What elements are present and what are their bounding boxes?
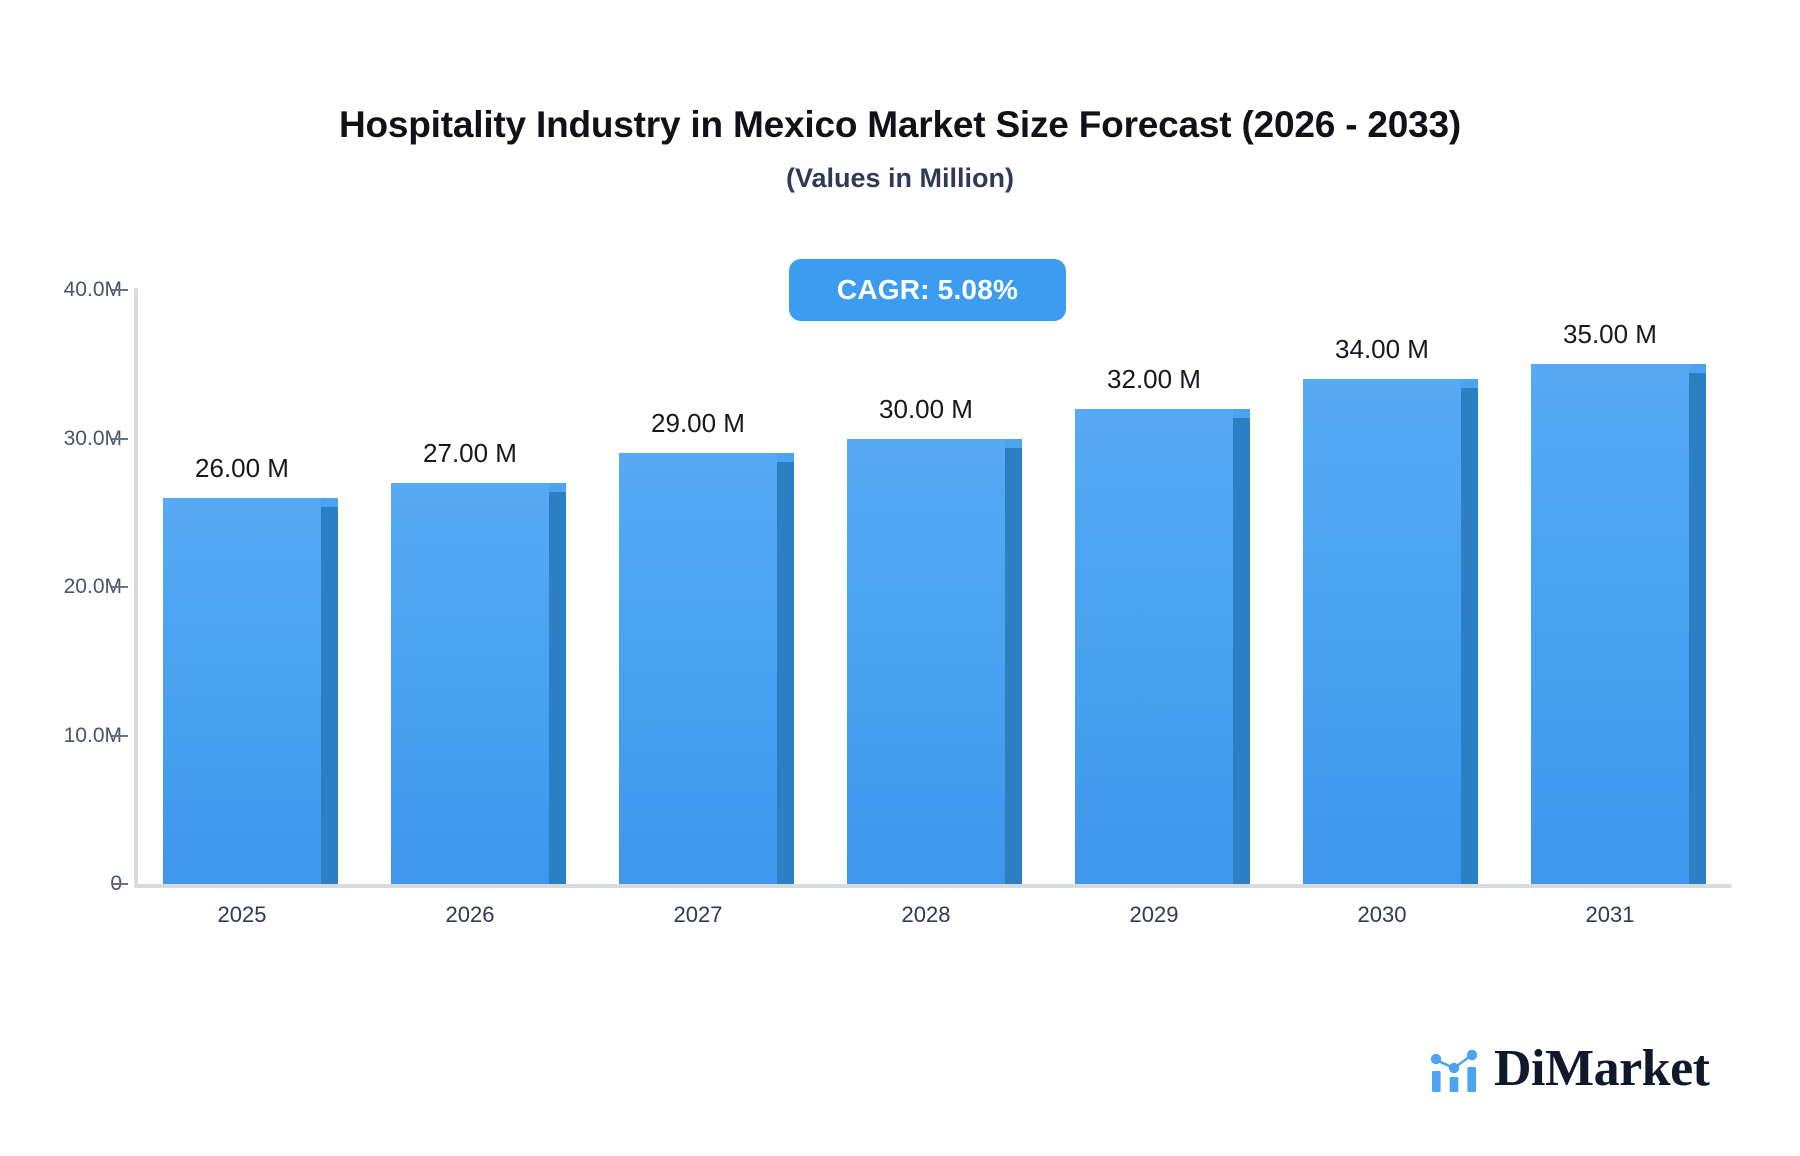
- x-axis-tick-label: 2027: [673, 902, 723, 927]
- bar-top-bevel: [1233, 408, 1250, 418]
- y-axis-tick-label: 40.0M: [63, 278, 122, 301]
- y-axis-tick-mark: [112, 289, 128, 291]
- bar-value-label: 29.00 M: [651, 408, 745, 439]
- y-axis-tick-label: 0: [0, 872, 122, 896]
- bar-value-label: 34.00 M: [1335, 334, 1429, 365]
- chart-subtitle: (Values in Million): [785, 163, 1015, 193]
- bar-side-shadow: [1233, 417, 1250, 884]
- bar-value-label: 27.00 M: [423, 438, 517, 469]
- bar-face: [619, 453, 777, 884]
- bar-top-bevel: [321, 497, 338, 507]
- y-axis-tick-label: 10.0M: [63, 723, 122, 747]
- x-axis-tick-label: 2026: [445, 902, 495, 927]
- x-axis-tick-label: 2029: [1129, 902, 1179, 927]
- bar-top-bevel: [1005, 438, 1022, 448]
- bar-face: [163, 497, 321, 884]
- dimarket-logo: DiMarket: [1428, 1040, 1710, 1097]
- bar-chart-icon: [1430, 1049, 1478, 1092]
- bar-face: [1531, 364, 1689, 884]
- bar-side-shadow: [1005, 447, 1022, 884]
- logo-wordmark: DiMarket: [1494, 1040, 1710, 1097]
- bar-side-shadow: [549, 492, 566, 884]
- y-axis-tick-label: 30.0M: [63, 426, 122, 450]
- bar-face: [1075, 408, 1233, 884]
- bar-face: [391, 483, 549, 884]
- y-axis-tick-mark: [112, 437, 128, 440]
- bar-top-bevel: [1461, 379, 1478, 389]
- cagr-badge-label: CAGR: 5.08%: [836, 274, 1019, 305]
- bar-top-bevel: [1689, 364, 1706, 374]
- x-axis-tick-label: 2028: [901, 902, 951, 927]
- y-axis-tick-label: 20.0M: [63, 575, 122, 598]
- bar-value-label: 32.00 M: [1107, 363, 1201, 394]
- chart-title: Hospitality Industry in Mexico Market Si…: [338, 104, 1462, 145]
- cagr-badge: CAGR: 5.08%: [789, 259, 1066, 321]
- bar-side-shadow: [1461, 388, 1478, 884]
- bar-value-label: 35.00 M: [1563, 319, 1657, 350]
- bar-side-shadow: [777, 462, 794, 884]
- y-axis-tick-mark: [112, 883, 128, 885]
- y-axis-tick-mark: [112, 734, 128, 737]
- bar-value-label: 26.00 M: [195, 452, 289, 483]
- bar-face: [847, 438, 1005, 884]
- y-axis-tick-mark: [112, 586, 128, 588]
- bar-face: [1303, 379, 1461, 884]
- x-axis-tick-label: 2031: [1585, 902, 1635, 927]
- bar-value-label: 30.00 M: [879, 393, 973, 424]
- x-axis-line: [134, 884, 1732, 888]
- x-axis-tick-label: 2030: [1357, 902, 1407, 927]
- bar-side-shadow: [321, 506, 338, 884]
- bar-side-shadow: [1689, 373, 1706, 884]
- bar-top-bevel: [777, 453, 794, 463]
- y-axis-line: [134, 288, 138, 884]
- bar-top-bevel: [549, 483, 566, 493]
- x-axis-tick-label: 2025: [217, 902, 267, 927]
